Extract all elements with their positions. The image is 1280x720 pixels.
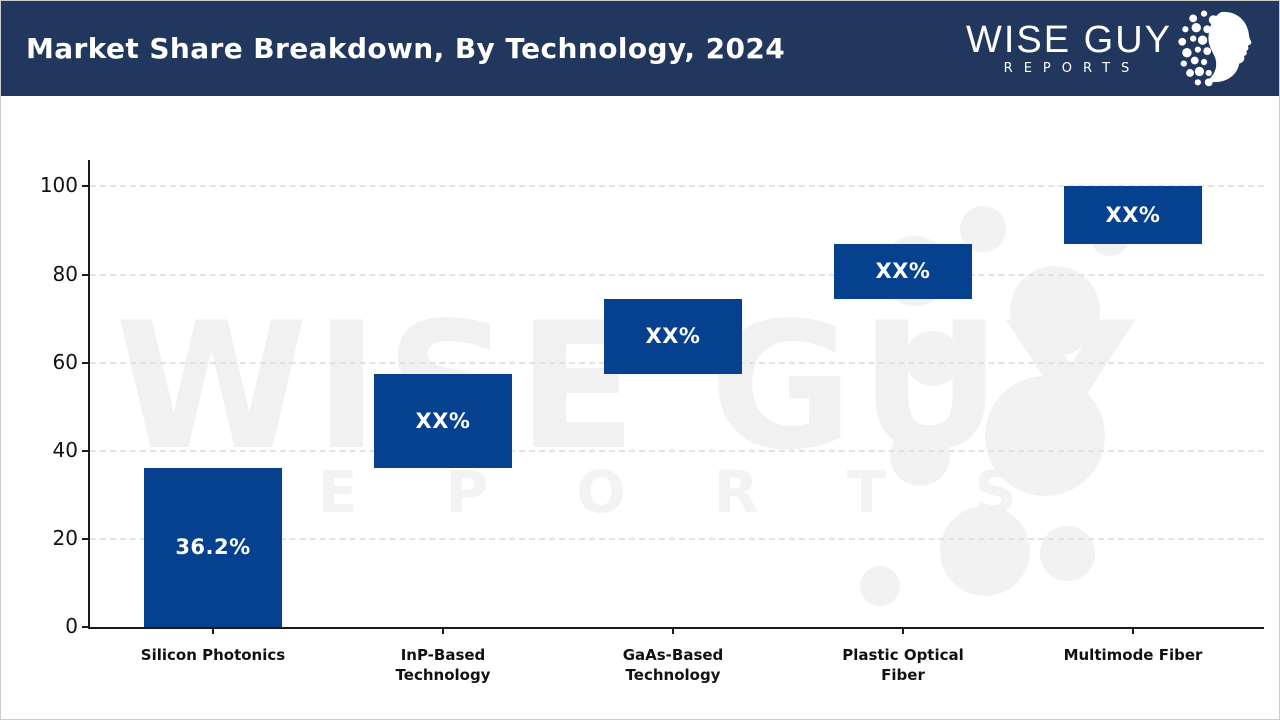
logo-text: WISE GUY REPORTS: [966, 21, 1172, 75]
y-axis-tick: [82, 361, 90, 364]
header-bar: Market Share Breakdown, By Technology, 2…: [0, 0, 1280, 96]
gridline: [90, 185, 1264, 188]
wiseguy-logo: WISE GUY REPORTS: [966, 7, 1254, 89]
bar-value-label: XX%: [1105, 203, 1161, 228]
x-category-label: Silicon Photonics: [140, 646, 286, 664]
x-axis-tick: [902, 627, 904, 634]
bar-value-label: 36.2%: [175, 535, 251, 560]
x-category-label: InP-Based Technology: [395, 646, 491, 685]
chart-canvas: WISE GUY R E P O R T S 0 20 40 60 80 100 36.2%…: [0, 96, 1280, 720]
gridline: [90, 449, 1264, 452]
logo-wordmark: WISE GUY: [965, 19, 1172, 61]
x-category-label: Plastic Optical Fiber: [842, 646, 964, 685]
x-category-label: Multimode Fiber: [1063, 646, 1203, 664]
watermark-subtitle: R E P O R T S: [185, 458, 1051, 526]
y-axis-tick: [82, 273, 90, 276]
y-tick-label: 0: [65, 614, 78, 638]
bar-segment: XX%: [374, 373, 512, 468]
gridline: [90, 537, 1264, 540]
gridline: [90, 273, 1264, 276]
y-tick-label: 100: [39, 173, 78, 198]
dotted-head-logo-icon: [1178, 10, 1252, 87]
x-axis-tick: [212, 627, 214, 634]
page-title: Market Share Breakdown, By Technology, 2…: [26, 31, 786, 65]
bar-value-label: XX%: [875, 259, 931, 284]
bar-segment: XX%: [834, 243, 972, 299]
x-axis-tick: [672, 627, 674, 634]
x-axis-tick: [1132, 627, 1134, 634]
y-axis-tick: [82, 626, 90, 628]
y-tick-label: 80: [52, 261, 78, 286]
bar-value-label: XX%: [415, 408, 471, 433]
plot-area: 0 20 40 60 80 100 36.2% Silicon Photonics XX% InP…: [40, 160, 1264, 684]
bar-segment: XX%: [604, 298, 742, 374]
y-tick-label: 40: [52, 437, 78, 462]
logo-subtitle: REPORTS: [1003, 61, 1141, 76]
bar-value-label: XX%: [645, 324, 701, 349]
y-axis-tick: [82, 185, 90, 188]
y-axis-tick: [82, 537, 90, 540]
y-tick-label: 20: [52, 525, 78, 550]
x-axis-tick: [442, 627, 444, 634]
y-axis-tick: [82, 449, 90, 452]
y-tick-label: 60: [52, 349, 78, 374]
bar-segment: XX%: [1064, 186, 1202, 244]
bar-segment: 36.2%: [144, 467, 282, 627]
x-category-label: GaAs-Based Technology: [622, 646, 724, 685]
